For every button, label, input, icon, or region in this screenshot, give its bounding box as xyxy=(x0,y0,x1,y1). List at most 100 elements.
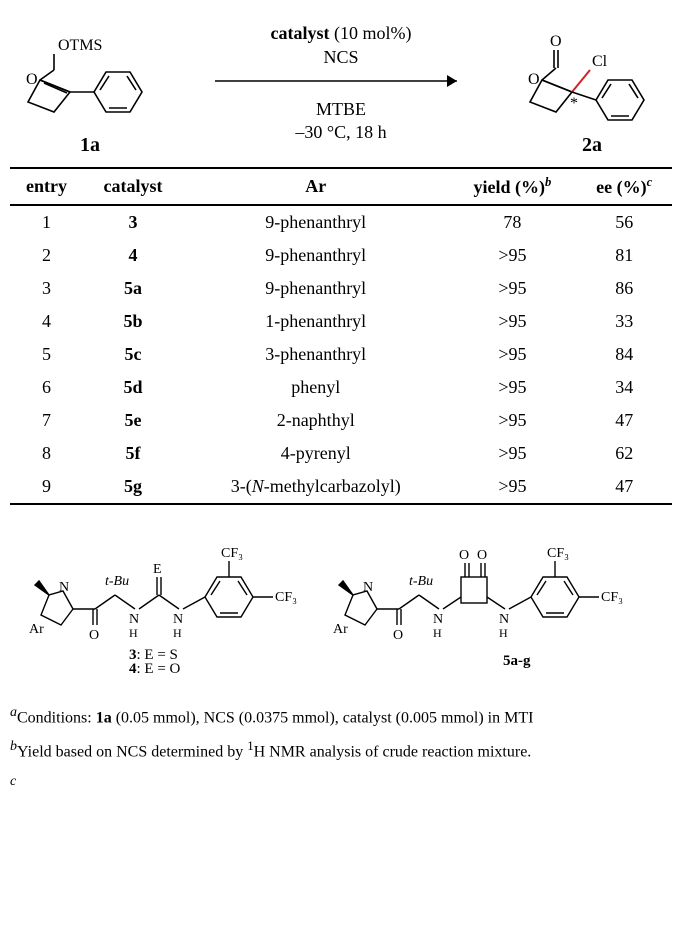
cell-catalyst: 5e xyxy=(83,404,183,437)
cell-ee: 47 xyxy=(576,404,672,437)
structure-1a-svg: O OTMS xyxy=(10,10,170,130)
svg-text:H: H xyxy=(173,626,182,640)
cell-ar: 9-phenanthryl xyxy=(183,239,448,272)
th-yield-sup: b xyxy=(545,175,551,189)
footnote-a: aConditions: 1a (0.05 mmol), NCS (0.0375… xyxy=(10,705,672,727)
svg-text:OTMS: OTMS xyxy=(58,37,102,54)
arrow-conditions: –30 °C, 18 h xyxy=(295,122,386,142)
cell-entry: 9 xyxy=(10,470,83,504)
cell-ee: 47 xyxy=(576,470,672,504)
table-row: 139-phenanthryl7856 xyxy=(10,205,672,239)
arrow-catalyst-suffix: (10 mol%) xyxy=(330,23,412,43)
svg-text:N: N xyxy=(433,612,443,627)
arrow-ncs: NCS xyxy=(323,47,358,67)
cell-yield: 78 xyxy=(448,205,576,239)
svg-text:5a-g: 5a-g xyxy=(503,653,531,669)
cell-catalyst: 5g xyxy=(83,470,183,504)
catalyst-3-4-svg: N Ar O t-Bu N H E N H xyxy=(29,525,329,675)
cell-entry: 8 xyxy=(10,437,83,470)
svg-text:CF₃: CF₃ xyxy=(601,590,623,605)
svg-text:t-Bu: t-Bu xyxy=(105,574,129,589)
svg-text:Cl: Cl xyxy=(592,53,608,70)
cell-yield: >95 xyxy=(448,338,576,371)
cell-entry: 1 xyxy=(10,205,83,239)
cell-yield: >95 xyxy=(448,239,576,272)
arrow-bottom-text: MTBE –30 °C, 18 h xyxy=(180,98,502,145)
svg-text:N: N xyxy=(173,612,183,627)
cell-catalyst: 3 xyxy=(83,205,183,239)
cell-ar: 9-phenanthryl xyxy=(183,272,448,305)
cell-entry: 5 xyxy=(10,338,83,371)
svg-text:O: O xyxy=(477,548,487,563)
svg-text:O: O xyxy=(459,548,469,563)
th-catalyst: catalyst xyxy=(83,168,183,205)
table-row: 249-phenanthryl>9581 xyxy=(10,239,672,272)
th-entry: entry xyxy=(10,168,83,205)
footnote-b: bYield based on NCS determined by 1H NMR… xyxy=(10,739,672,761)
reaction-arrow-block: catalyst (10 mol%) NCS MTBE –30 °C, 18 h xyxy=(170,22,512,145)
cell-ar: 3-phenanthryl xyxy=(183,338,448,371)
table-row: 65dphenyl>9534 xyxy=(10,371,672,404)
footnote-b-post: analysis of crude reaction mixture. xyxy=(306,744,532,761)
svg-text:N: N xyxy=(363,580,373,595)
cell-entry: 3 xyxy=(10,272,83,305)
footnote-b-pre: Yield based on NCS determined by xyxy=(17,744,247,761)
table-row: 85f4-pyrenyl>9562 xyxy=(10,437,672,470)
cell-ee: 81 xyxy=(576,239,672,272)
cell-ar: 2-naphthyl xyxy=(183,404,448,437)
reaction-scheme: O OTMS 1a catalyst (10 mol%) NCS xyxy=(10,10,672,157)
cell-entry: 7 xyxy=(10,404,83,437)
cell-ee: 56 xyxy=(576,205,672,239)
svg-text:CF₃: CF₃ xyxy=(221,546,243,561)
cell-catalyst: 5d xyxy=(83,371,183,404)
structure-2a-svg: O O Cl * xyxy=(512,10,672,130)
table-row: 75e2-naphthyl>9547 xyxy=(10,404,672,437)
footnote-a-compound: 1a xyxy=(96,709,112,726)
reaction-arrow-svg xyxy=(180,69,502,93)
th-ee-text: ee (%) xyxy=(596,177,646,197)
svg-text:Ar: Ar xyxy=(29,622,44,637)
catalyst-5-svg: N Ar O t-Bu N H O O N H xyxy=(333,525,653,675)
svg-text:H: H xyxy=(433,626,442,640)
footnote-b-sup: b xyxy=(10,739,17,754)
product-structure: O O Cl * 2a xyxy=(512,10,672,157)
svg-text:Ar: Ar xyxy=(333,622,348,637)
starting-material-label: 1a xyxy=(10,134,170,157)
cell-ar: 4-pyrenyl xyxy=(183,437,448,470)
th-ee-sup: c xyxy=(647,175,653,189)
product-label: 2a xyxy=(512,134,672,157)
starting-material-structure: O OTMS 1a xyxy=(10,10,170,157)
svg-text:N: N xyxy=(129,612,139,627)
cell-ar: 3-(N-methylcarbazolyl) xyxy=(183,470,448,504)
arrow-solvent: MTBE xyxy=(316,99,366,119)
cell-entry: 4 xyxy=(10,305,83,338)
footnote-b-nmr: H NMR xyxy=(254,744,306,761)
svg-text:4: E = O: 4: E = O xyxy=(129,661,181,675)
footnote-c: c xyxy=(10,774,672,796)
cell-ar: phenyl xyxy=(183,371,448,404)
cell-yield: >95 xyxy=(448,470,576,504)
th-ar: Ar xyxy=(183,168,448,205)
cell-entry: 6 xyxy=(10,371,83,404)
footnote-a-rest: (0.05 mmol), NCS (0.0375 mmol), catalyst… xyxy=(112,709,534,726)
cell-catalyst: 5b xyxy=(83,305,183,338)
cell-ee: 84 xyxy=(576,338,672,371)
svg-text:O: O xyxy=(528,71,540,88)
cell-catalyst: 5f xyxy=(83,437,183,470)
table-header-row: entry catalyst Ar yield (%)b ee (%)c xyxy=(10,168,672,205)
catalyst-structures: N Ar O t-Bu N H E N H xyxy=(10,525,672,675)
arrow-catalyst-word: catalyst xyxy=(271,23,330,43)
cell-yield: >95 xyxy=(448,404,576,437)
svg-text:H: H xyxy=(499,626,508,640)
table-row: 95g3-(N-methylcarbazolyl)>9547 xyxy=(10,470,672,504)
svg-text:O: O xyxy=(26,71,38,88)
th-yield: yield (%)b xyxy=(448,168,576,205)
cell-catalyst: 5c xyxy=(83,338,183,371)
arrow-top-text: catalyst (10 mol%) NCS xyxy=(180,22,502,69)
cell-yield: >95 xyxy=(448,437,576,470)
svg-text:O: O xyxy=(550,33,562,50)
cell-yield: >95 xyxy=(448,371,576,404)
cell-entry: 2 xyxy=(10,239,83,272)
svg-text:E: E xyxy=(153,562,162,577)
cell-catalyst: 4 xyxy=(83,239,183,272)
